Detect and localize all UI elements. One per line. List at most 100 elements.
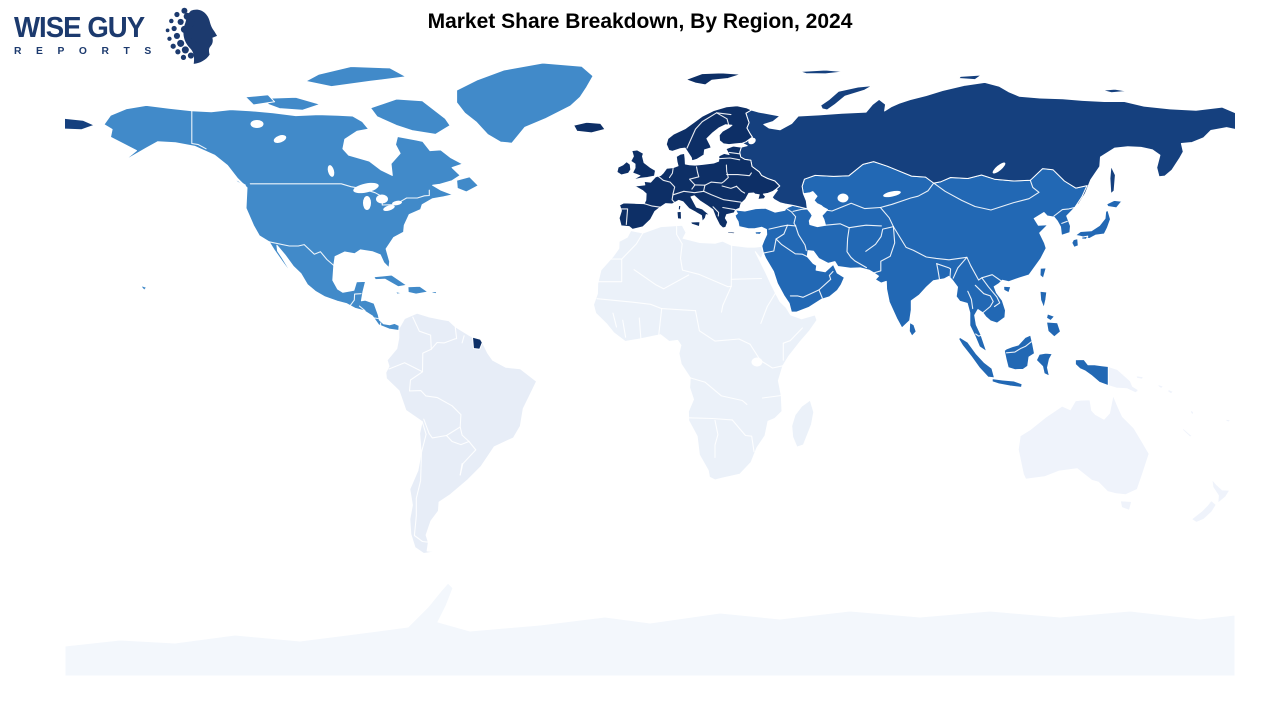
region-asia-pacific: [1081, 235, 1089, 240]
country-border: [445, 434, 470, 446]
country-border: [268, 241, 335, 267]
country-border: [349, 293, 362, 306]
country-border: [720, 285, 732, 313]
lake: [883, 190, 901, 198]
country-border: [459, 463, 463, 476]
region-asia-pacific: [1039, 290, 1048, 309]
country-border: [454, 326, 458, 340]
country-border: [775, 238, 808, 258]
region-asia-pacific: [1003, 334, 1035, 371]
region-asia-pacific: [1046, 313, 1056, 322]
lake: [363, 196, 371, 210]
region-antarctica: [65, 582, 1235, 676]
region-north-america: [305, 66, 407, 88]
country-border: [712, 206, 720, 217]
region-oceania: [1190, 500, 1217, 523]
country-border: [607, 232, 644, 260]
country-border: [782, 327, 803, 344]
country-border: [865, 226, 894, 252]
lake: [751, 357, 763, 367]
country-border: [716, 112, 730, 126]
region-europe: [676, 210, 682, 220]
logo-subtitle: R E P O R T S: [14, 44, 158, 57]
region-oceania: [1017, 394, 1150, 496]
country-border: [824, 223, 882, 229]
region-russia: [65, 117, 95, 131]
country-border: [612, 312, 618, 328]
country-border: [795, 225, 807, 252]
country-border: [249, 183, 430, 206]
region-russia: [799, 69, 846, 75]
lake: [353, 182, 379, 194]
region-asia-pacific: [1106, 199, 1123, 209]
country-border: [358, 305, 366, 312]
region-asia-pacific: [1039, 267, 1047, 279]
region-oceania: [1166, 389, 1174, 395]
head-profile-icon: [162, 6, 218, 64]
country-border: [846, 227, 868, 269]
region-north-america: [394, 291, 403, 295]
region-north-america: [456, 176, 479, 193]
country-border: [879, 182, 1002, 282]
country-border: [728, 151, 740, 155]
region-north-america: [103, 104, 464, 331]
country-border: [967, 290, 974, 310]
logo-wordmark: WISE GUY: [14, 11, 145, 44]
region-russia: [958, 74, 982, 81]
region-asia-pacific: [1074, 359, 1109, 387]
lake: [376, 194, 388, 204]
country-border: [760, 292, 777, 324]
country-border: [775, 224, 789, 240]
country-border: [975, 333, 983, 337]
country-border: [792, 208, 808, 212]
region-europe: [685, 72, 742, 86]
country-border: [461, 335, 465, 344]
country-border: [657, 175, 676, 194]
country-border: [668, 168, 674, 179]
country-border: [372, 317, 379, 320]
region-asia-pacific: [754, 231, 763, 235]
country-border: [1053, 206, 1076, 217]
country-border: [688, 417, 733, 421]
lake: [383, 204, 395, 212]
lake: [992, 162, 1006, 174]
country-border: [873, 226, 896, 274]
country-border: [694, 164, 729, 186]
region-europe: [690, 221, 701, 228]
country-border: [413, 421, 429, 543]
country-border: [1061, 220, 1068, 224]
region-asia-pacific: [1074, 209, 1111, 240]
region-north-america: [407, 285, 429, 295]
country-border: [638, 317, 642, 340]
region-oceania: [1225, 418, 1231, 423]
country-border: [643, 203, 661, 208]
region-europe: [618, 145, 781, 230]
region-africa: [593, 224, 818, 481]
region-north-america: [431, 291, 438, 295]
country-border: [676, 226, 683, 245]
region-africa: [791, 399, 815, 448]
region-asia-pacific: [1035, 352, 1053, 377]
region-europe: [573, 121, 606, 134]
region-north-america: [266, 96, 321, 111]
region-north-america: [456, 62, 594, 144]
lake: [837, 193, 849, 203]
country-border: [388, 362, 424, 373]
region-north-america: [373, 274, 408, 288]
country-border: [658, 308, 663, 335]
country-border: [671, 192, 675, 203]
country-border: [762, 238, 777, 254]
region-asia-pacific: [958, 336, 995, 379]
region-oceania: [1157, 384, 1164, 389]
country-border: [789, 289, 823, 299]
country-border: [936, 263, 941, 281]
region-russia: [820, 85, 874, 111]
region-oceania: [1107, 366, 1139, 394]
region-oceania: [1135, 375, 1144, 380]
country-border: [430, 338, 456, 350]
region-north-america: [244, 94, 276, 106]
country-border: [981, 277, 1001, 308]
country-border: [974, 284, 994, 314]
region-asia-pacific: [1071, 238, 1079, 248]
